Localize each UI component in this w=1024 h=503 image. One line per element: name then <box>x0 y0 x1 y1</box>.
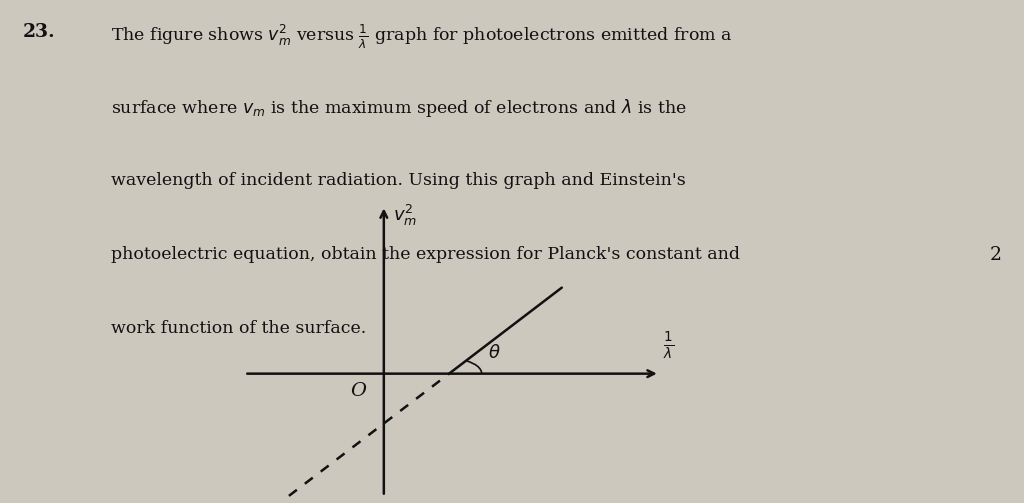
Text: wavelength of incident radiation. Using this graph and Einstein's: wavelength of incident radiation. Using … <box>111 172 685 189</box>
Text: $v_m^2$: $v_m^2$ <box>393 203 417 228</box>
Text: $\frac{1}{\lambda}$: $\frac{1}{\lambda}$ <box>663 330 674 361</box>
Text: The figure shows $v_m^2$ versus $\frac{1}{\lambda}$ graph for photoelectrons emi: The figure shows $v_m^2$ versus $\frac{1… <box>111 23 732 51</box>
Text: 23.: 23. <box>23 23 55 41</box>
Text: work function of the surface.: work function of the surface. <box>111 320 366 338</box>
Text: $\theta$: $\theta$ <box>487 344 501 362</box>
Text: surface where $v_m$ is the maximum speed of electrons and $\lambda$ is the: surface where $v_m$ is the maximum speed… <box>111 97 686 119</box>
Text: O: O <box>350 382 366 400</box>
Text: 2: 2 <box>989 246 1001 264</box>
Text: photoelectric equation, obtain the expression for Planck's constant and: photoelectric equation, obtain the expre… <box>111 246 739 263</box>
